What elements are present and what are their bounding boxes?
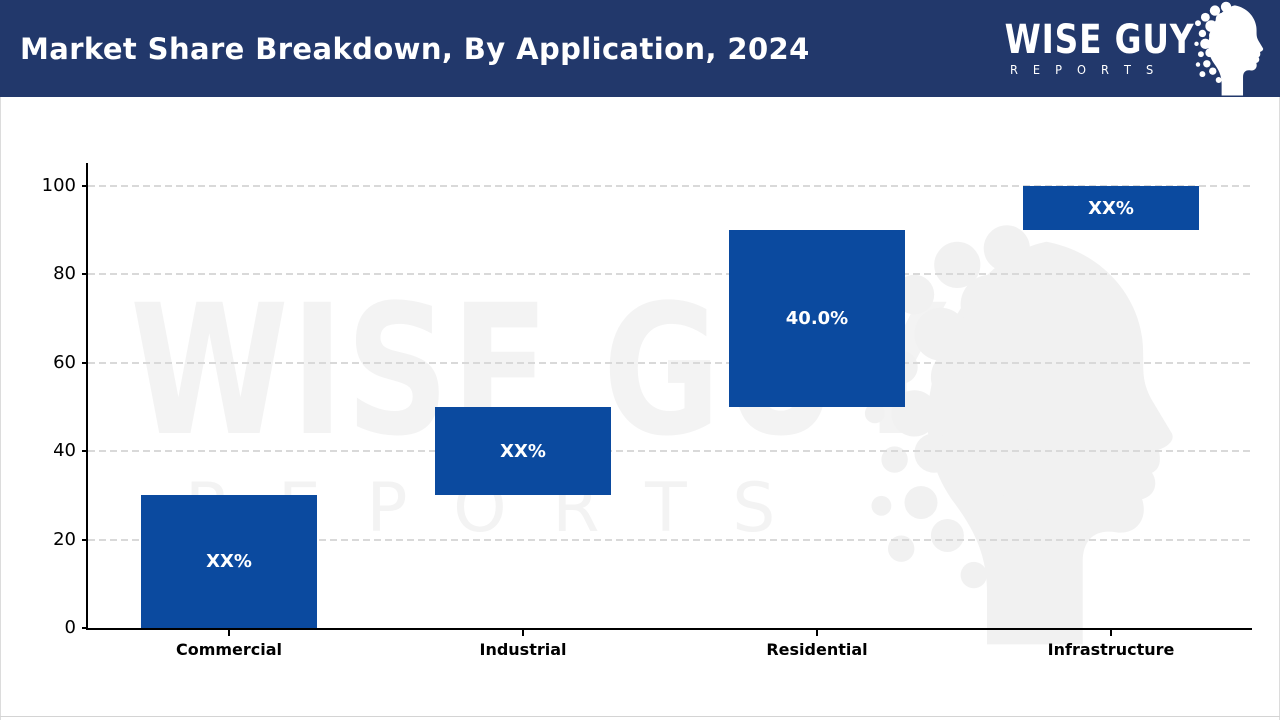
y-tick-label: 0: [64, 617, 76, 638]
bar-value-label: XX%: [500, 440, 546, 462]
y-tick-mark: [82, 450, 88, 453]
bar-value-label: XX%: [1088, 197, 1134, 219]
y-tick-label: 100: [41, 175, 76, 196]
x-tick-mark: [228, 630, 230, 636]
y-tick-label: 60: [53, 351, 76, 373]
header-bar: Market Share Breakdown, By Application, …: [0, 0, 1280, 97]
category-label-residential: Residential: [766, 640, 868, 659]
y-tick-mark: [82, 273, 88, 276]
gridline-40: [88, 450, 1252, 453]
y-tick-label: 40: [53, 440, 76, 462]
category-label-infrastructure: Infrastructure: [1047, 640, 1175, 659]
x-tick-mark: [816, 630, 818, 636]
x-axis-line: [86, 628, 1252, 630]
y-tick-mark: [82, 185, 88, 187]
category-label-industrial: Industrial: [479, 640, 567, 659]
bar-infrastructure: XX%: [1023, 186, 1199, 231]
logo-subtext: R E P O R T S: [1009, 63, 1159, 77]
y-tick-label: 20: [53, 528, 76, 550]
bottom-divider: [0, 716, 1280, 717]
bar-commercial: XX%: [141, 495, 317, 628]
y-tick-mark: [82, 361, 88, 364]
bar-value-label: XX%: [206, 551, 252, 573]
category-label-commercial: Commercial: [175, 640, 283, 659]
gridline-80: [88, 273, 1252, 276]
x-tick-mark: [1110, 630, 1112, 636]
bar-residential: 40.0%: [729, 230, 905, 407]
bar-value-label: 40.0%: [785, 308, 849, 330]
y-tick-mark: [82, 538, 88, 541]
wiseguy-face-icon: [1194, 1, 1264, 96]
gridline-100: [88, 185, 1252, 187]
y-axis-line: [86, 163, 88, 630]
x-tick-mark: [522, 630, 524, 636]
page-title: Market Share Breakdown, By Application, …: [20, 31, 810, 66]
wiseguy-logo: WISE GUY R E P O R T S: [963, 1, 1270, 97]
gridline-60: [88, 361, 1252, 364]
y-tick-mark: [82, 627, 88, 629]
gridline-20: [88, 538, 1252, 541]
logo-wordmark: WISE GUY: [1004, 17, 1194, 63]
y-tick-label: 80: [53, 263, 76, 285]
logo-text: WISE GUY R E P O R T S: [963, 20, 1194, 77]
bar-industrial: XX%: [435, 407, 611, 496]
